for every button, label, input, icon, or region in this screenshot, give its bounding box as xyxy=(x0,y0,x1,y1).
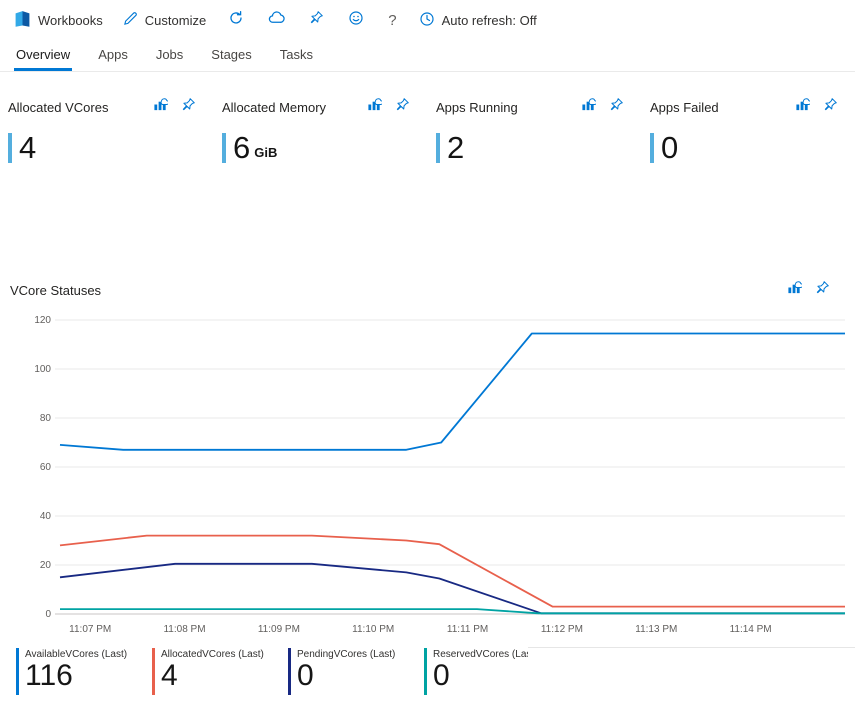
tile-number: 6 xyxy=(233,130,251,165)
svg-text:11:11 PM: 11:11 PM xyxy=(447,624,488,635)
help-button[interactable]: ? xyxy=(376,12,408,29)
legend-allocated-vcores: AllocatedVCores (Last) 4 xyxy=(152,648,288,695)
customize-button[interactable]: Customize xyxy=(113,11,216,29)
legend-reserved-vcores: ReservedVCores (Last) 0 xyxy=(424,648,560,695)
export-chart-icon[interactable] xyxy=(153,97,170,117)
value-accent-bar xyxy=(8,133,12,163)
svg-text:80: 80 xyxy=(40,413,52,424)
svg-text:11:09 PM: 11:09 PM xyxy=(258,624,300,635)
tile-number: 0 xyxy=(661,130,679,165)
pin-workbook-button[interactable] xyxy=(297,10,336,30)
tile-title: Allocated Memory xyxy=(222,99,327,115)
svg-text:11:12 PM: 11:12 PM xyxy=(541,624,583,635)
tile-title: Apps Failed xyxy=(650,99,719,115)
tab-jobs[interactable]: Jobs xyxy=(155,47,184,62)
legend-label: PendingVCores (Last) xyxy=(297,649,396,660)
tile-title: Allocated VCores xyxy=(8,99,109,115)
tab-overview[interactable]: Overview xyxy=(14,41,73,71)
legend-pending-vcores: PendingVCores (Last) 0 xyxy=(288,648,424,695)
stat-tiles: Allocated VCores 4 Allocated Memory 6 Gi… xyxy=(0,98,855,164)
tooltip-edge xyxy=(528,647,855,704)
value-accent-bar xyxy=(650,133,654,163)
tab-bar: Overview Apps Jobs Stages Tasks xyxy=(0,40,855,72)
smiley-icon xyxy=(348,10,364,31)
export-chart-icon[interactable] xyxy=(367,97,384,117)
export-chart-icon[interactable] xyxy=(795,97,812,117)
auto-refresh-label: Auto refresh: Off xyxy=(441,12,537,28)
svg-text:40: 40 xyxy=(40,511,52,522)
feedback-button[interactable] xyxy=(336,10,376,31)
tile-value: 4 xyxy=(8,130,222,164)
tab-stages[interactable]: Stages xyxy=(211,47,252,62)
customize-label: Customize xyxy=(144,12,207,28)
refresh-button[interactable] xyxy=(216,10,256,31)
legend-color-bar xyxy=(288,648,291,695)
svg-text:11:08 PM: 11:08 PM xyxy=(163,624,205,635)
value-accent-bar xyxy=(222,133,226,163)
svg-text:0: 0 xyxy=(45,609,51,620)
svg-text:11:13 PM: 11:13 PM xyxy=(635,624,677,635)
svg-text:20: 20 xyxy=(40,560,52,571)
open-button[interactable] xyxy=(256,9,297,31)
tile-number: 2 xyxy=(447,130,465,165)
tile-value: 0 xyxy=(650,130,855,164)
legend-value: 4 xyxy=(161,659,178,692)
pencil-icon xyxy=(123,11,138,29)
tile-number: 4 xyxy=(19,130,37,165)
chart-legend: AvailableVCores (Last) 116 AllocatedVCor… xyxy=(0,648,855,695)
vcore-statuses-chart: 0 20 40 60 80 100 120 11:07 PM 11:08 PM 11:09 PM 1… xyxy=(34,315,845,635)
legend-value: 0 xyxy=(297,659,314,692)
pin-icon[interactable] xyxy=(395,97,410,117)
tile-allocated-memory: Allocated Memory 6 GiB xyxy=(222,98,436,164)
tile-apps-failed: Apps Failed 0 xyxy=(650,98,855,164)
auto-refresh-button[interactable]: Auto refresh: Off xyxy=(409,11,547,30)
export-chart-icon[interactable] xyxy=(787,280,804,300)
help-icon: ? xyxy=(388,11,397,29)
pin-icon xyxy=(309,10,324,30)
tab-apps[interactable]: Apps xyxy=(98,47,128,62)
pin-icon[interactable] xyxy=(181,97,196,117)
legend-color-bar xyxy=(152,648,155,695)
svg-text:60: 60 xyxy=(40,462,52,473)
svg-text:100: 100 xyxy=(34,364,51,375)
svg-text:120: 120 xyxy=(34,315,51,326)
vcore-statuses-header: VCore Statuses xyxy=(0,280,855,300)
legend-value: 116 xyxy=(25,659,73,692)
legend-label: ReservedVCores (Last) xyxy=(433,649,538,660)
cloud-icon xyxy=(268,9,285,31)
legend-color-bar xyxy=(16,648,19,695)
tile-title: Apps Running xyxy=(436,99,518,115)
tile-allocated-vcores: Allocated VCores 4 xyxy=(8,98,222,164)
workbooks-menu[interactable]: Workbooks xyxy=(4,10,113,30)
toolbar: Workbooks Customize ? Auto refresh: Off xyxy=(0,0,855,40)
tile-value: 2 xyxy=(436,130,650,164)
pin-icon[interactable] xyxy=(823,97,838,117)
tile-value: 6 GiB xyxy=(222,130,436,164)
legend-value: 0 xyxy=(433,659,450,692)
workbooks-label: Workbooks xyxy=(38,12,103,28)
legend-available-vcores: AvailableVCores (Last) 116 xyxy=(16,648,152,695)
legend-label: AllocatedVCores (Last) xyxy=(161,649,264,660)
value-accent-bar xyxy=(436,133,440,163)
pin-icon[interactable] xyxy=(815,280,830,300)
legend-color-bar xyxy=(424,648,427,695)
tab-tasks[interactable]: Tasks xyxy=(279,47,314,62)
svg-text:11:10 PM: 11:10 PM xyxy=(352,624,394,635)
clock-icon xyxy=(419,11,435,30)
tile-apps-running: Apps Running 2 xyxy=(436,98,650,164)
section-title: VCore Statuses xyxy=(10,282,102,298)
tile-unit: GiB xyxy=(254,145,278,160)
workbooks-icon xyxy=(14,10,31,30)
pin-icon[interactable] xyxy=(609,97,624,117)
svg-text:11:14 PM: 11:14 PM xyxy=(730,624,772,635)
svg-text:11:07 PM: 11:07 PM xyxy=(69,624,111,635)
refresh-icon xyxy=(228,10,244,31)
legend-label: AvailableVCores (Last) xyxy=(25,649,128,660)
export-chart-icon[interactable] xyxy=(581,97,598,117)
